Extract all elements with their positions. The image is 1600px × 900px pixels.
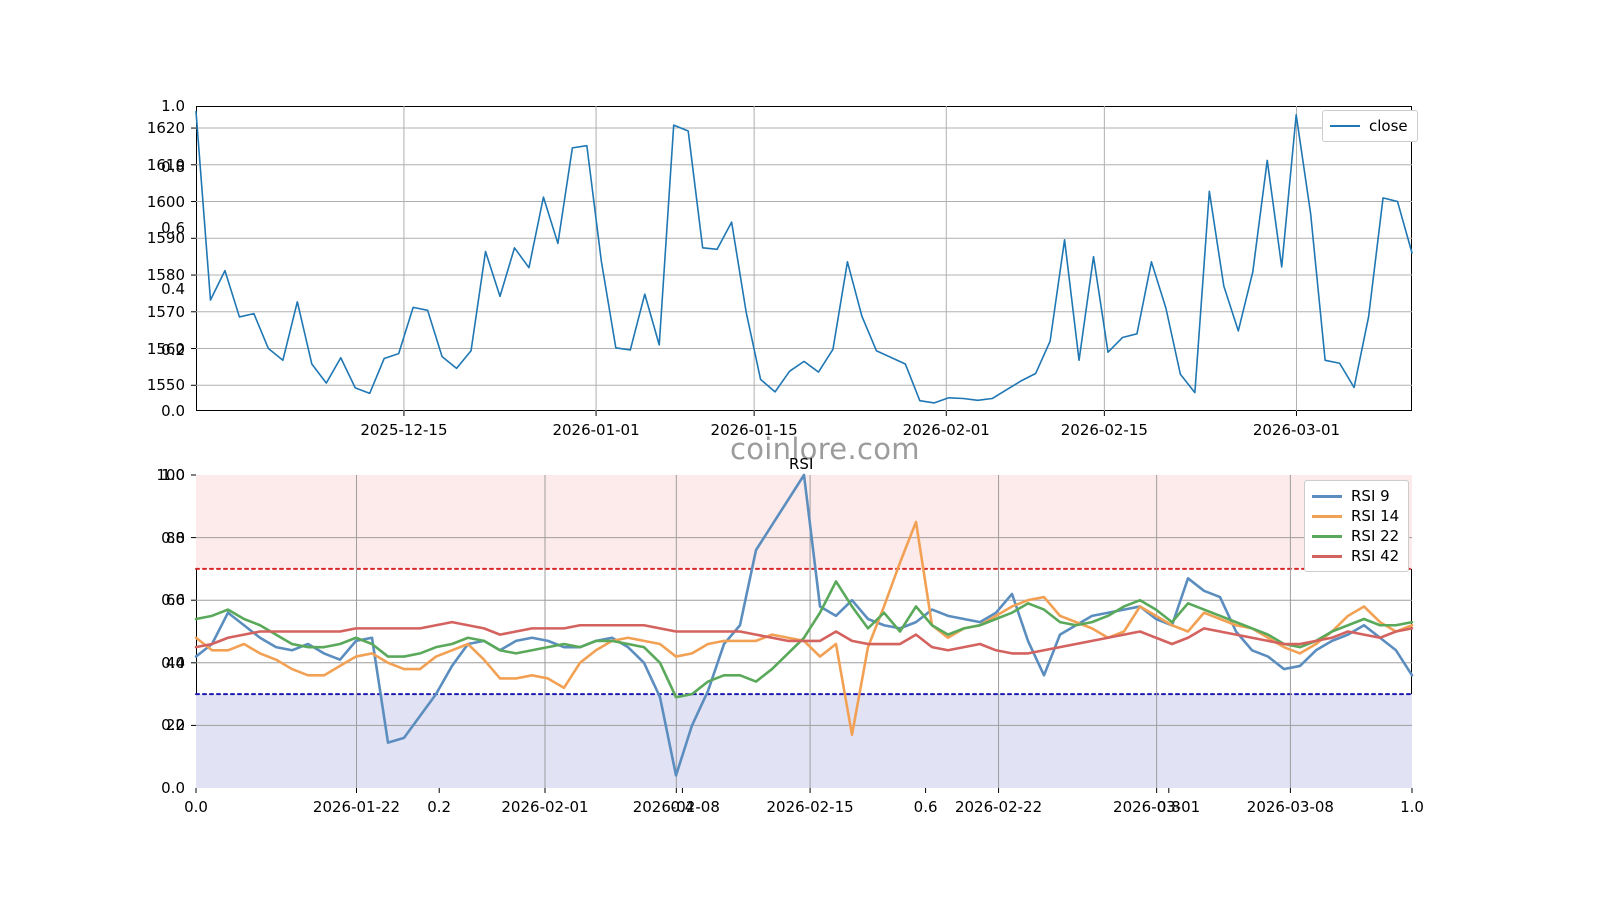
legend-item[interactable]: RSI 22 [1312,526,1399,546]
legend-item[interactable]: RSI 14 [1312,506,1399,526]
price-y-tick-label: 1570 [146,302,185,321]
watermark: coinlore.com [730,432,920,466]
rsi-x-tick-label: 2026-02-22 [954,798,1043,816]
legend-item[interactable]: RSI 42 [1312,546,1399,566]
rsi-panel-title: RSI [789,455,814,473]
price-y-tick-label: 1620 [146,119,185,138]
rsi-y-overlay-tick-label: 0.6 [161,591,185,610]
price-y-tick-label: 1600 [146,192,185,211]
rsi-y-tick-label: 20 [165,716,185,735]
rsi-y-tick-label: 80 [165,528,185,547]
price-x-tick-label: 2026-02-15 [1060,421,1148,439]
price-chart-plot-area [196,106,1412,411]
rsi-x-tick-label: 2026-02-08 [632,798,720,816]
legend-line-icon [1312,554,1342,558]
rsi-y-overlay-tick-label: 1.0 [161,466,185,484]
rsi-x-tick-label: 2026-03-01 [1113,798,1201,816]
rsi-x-tick-label: 2026-03-08 [1246,798,1334,816]
price-y-overlay-tick-label: 0.8 [161,158,185,176]
legend-item-label: close [1369,117,1408,135]
rsi-x-overlay-tick-label: 0.8 [1156,798,1181,816]
rsi-y-tick-label: 60 [165,591,185,610]
rsi-x-overlay-tick-label: 1.0 [1400,798,1424,816]
price-y-overlay-tick-label: 0.4 [161,280,185,298]
price-y-overlay-tick-label: 0.2 [161,341,185,359]
legend-item[interactable]: RSI 9 [1312,486,1399,506]
rsi-y-tick-label: 40 [165,653,185,672]
rsi-x-tick-label: 2026-02-15 [766,798,854,816]
rsi-chart-legend[interactable]: RSI 9 RSI 14 RSI 22 RSI 42 [1304,480,1410,572]
legend-item-label: RSI 14 [1351,507,1400,525]
price-y-overlay-tick-label: 0.0 [161,402,185,420]
price-x-tick-label: 2026-01-15 [710,421,798,439]
rsi-x-overlay-tick-label: 0.6 [913,798,938,816]
price-y-tick-label: 1580 [146,266,185,285]
legend-item[interactable]: close [1330,116,1408,136]
rsi-y-overlay-tick-label: 0.2 [161,716,185,735]
legend-item-label: RSI 22 [1351,527,1400,545]
price-x-tick-label: 2026-02-01 [902,421,990,439]
rsi-x-overlay-tick-label: 0.4 [670,798,695,816]
rsi-x-tick-label: 2026-02-01 [501,798,589,816]
legend-line-icon [1312,534,1342,538]
rsi-y-tick-label: 100 [156,466,185,484]
rsi-x-tick-label: 2026-01-22 [312,798,401,816]
legend-line-icon [1330,125,1360,127]
price-x-tick-label: 2026-01-01 [552,421,640,439]
legend-line-icon [1312,514,1342,518]
legend-item-label: RSI 42 [1351,547,1400,565]
price-y-tick-label: 1560 [146,339,185,358]
price-x-tick-label: 2026-03-01 [1252,421,1341,439]
rsi-x-overlay-tick-label: 0.0 [184,798,208,816]
price-y-overlay-tick-label: 1.0 [161,97,185,115]
price-y-overlay-tick-label: 0.6 [161,219,185,237]
price-y-tick-label: 1590 [146,229,185,248]
rsi-x-overlay-tick-label: 0.2 [427,798,452,816]
price-chart-legend[interactable]: close [1322,110,1418,142]
price-x-tick-label: 2025-12-15 [360,421,448,439]
price-y-tick-label: 1610 [146,155,185,174]
rsi-y-overlay-tick-label: 0.4 [161,653,185,672]
price-y-tick-label: 1550 [146,376,185,395]
rsi-y-overlay-tick-label: 0.8 [161,528,185,547]
rsi-y-overlay-tick-label: 0.0 [161,779,185,797]
legend-item-label: RSI 9 [1351,487,1390,505]
legend-line-icon [1312,494,1342,498]
